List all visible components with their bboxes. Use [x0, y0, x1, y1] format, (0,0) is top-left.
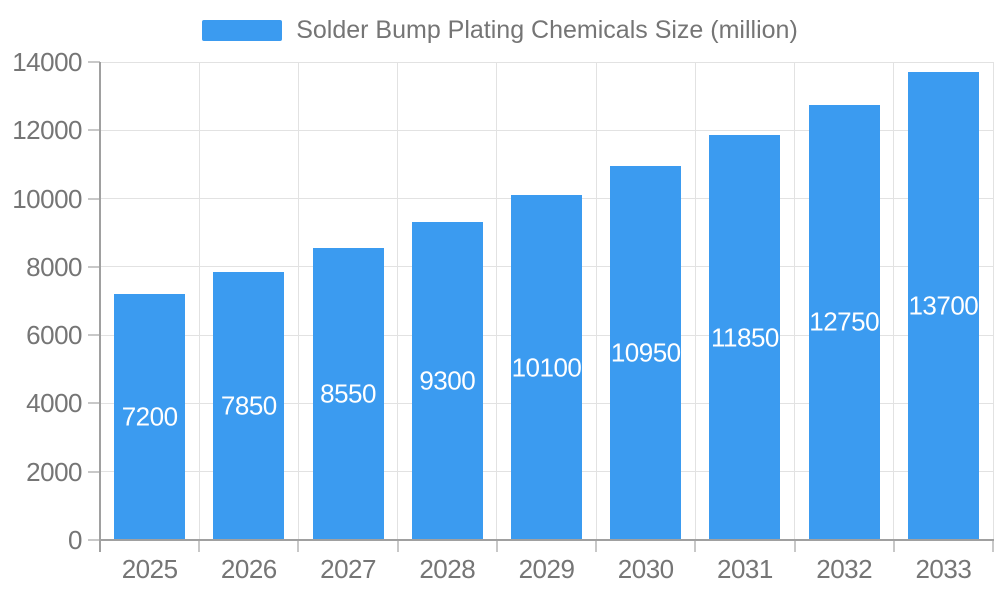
x-axis-tick-label: 2033 [915, 554, 972, 584]
bar-value-label: 10950 [610, 337, 681, 368]
x-axis-tick-label: 2025 [121, 554, 178, 584]
x-axis-tick [992, 540, 994, 552]
bar-value-label: 11850 [711, 322, 779, 353]
x-axis-tick-label: 2028 [419, 554, 476, 584]
y-axis-tick-label: 12000 [12, 115, 82, 146]
v-gridline [297, 62, 299, 540]
y-axis-tick [88, 61, 100, 63]
x-axis-tick-label: 2029 [518, 554, 575, 584]
v-gridline [198, 62, 200, 540]
y-axis-tick-label: 6000 [26, 320, 82, 351]
y-axis-tick-label: 2000 [26, 456, 82, 487]
x-axis-tick-label: 2026 [220, 554, 277, 584]
x-axis-tick-label: 2030 [617, 554, 674, 584]
x-axis-line [99, 539, 994, 541]
x-axis-tick [892, 540, 895, 552]
y-axis-tick-label: 8000 [26, 251, 82, 282]
x-axis-tick [297, 540, 300, 552]
y-axis-tick-label: 4000 [26, 388, 82, 419]
bar-value-label: 8550 [320, 378, 376, 409]
y-axis-tick [88, 402, 100, 405]
legend-label: Solder Bump Plating Chemicals Size (mill… [296, 16, 798, 44]
y-axis-tick-label: 14000 [12, 47, 82, 77]
v-gridline [992, 62, 994, 540]
v-gridline [893, 62, 895, 540]
bar-2025[interactable]: 7200 [114, 294, 186, 540]
bar-value-label: 12750 [809, 306, 880, 337]
y-axis-tick [88, 129, 100, 132]
h-gridline [100, 61, 993, 63]
x-axis-tick-label: 2031 [717, 554, 773, 584]
y-axis-tick [88, 265, 100, 268]
v-gridline [496, 62, 498, 540]
v-gridline [397, 62, 399, 540]
y-axis-tick [88, 197, 100, 200]
x-axis-tick [495, 540, 498, 552]
v-gridline [694, 62, 696, 540]
bar-value-label: 7850 [220, 390, 277, 421]
h-gridline [100, 129, 993, 131]
y-axis-tick [88, 334, 100, 337]
bar-2032[interactable]: 12750 [808, 104, 880, 540]
v-gridline [794, 62, 796, 540]
plot-area: 7200 7850 8550 9300 10100 10950 11850 12750 1370… [100, 61, 994, 540]
y-axis-tick [88, 470, 100, 473]
x-axis-tick [396, 540, 399, 552]
bar-value-label: 7200 [121, 401, 178, 432]
bar-value-label: 10100 [511, 352, 582, 383]
y-axis-tick-label: 0 [68, 525, 82, 555]
y-axis-tick-label: 10000 [12, 183, 82, 214]
bar-2028[interactable]: 9300 [411, 222, 483, 540]
x-axis-tick-label: 2027 [320, 554, 376, 584]
x-axis-tick [198, 540, 201, 552]
bar-value-label: 13700 [908, 290, 979, 321]
legend[interactable]: Solder Bump Plating Chemicals Size (mill… [0, 16, 1000, 45]
bar-2026[interactable]: 7850 [213, 271, 285, 540]
bar-2031[interactable]: 11850 [709, 135, 781, 540]
bar-value-label: 9300 [419, 365, 476, 396]
x-axis-tick-label: 2032 [816, 554, 873, 584]
legend-swatch-icon [202, 20, 283, 41]
x-axis-tick [793, 540, 796, 552]
y-axis-line [99, 62, 101, 552]
x-axis-tick [595, 540, 598, 552]
x-axis-tick [694, 540, 697, 552]
bar-2030[interactable]: 10950 [610, 166, 682, 540]
v-gridline [595, 62, 597, 540]
bar-2029[interactable]: 10100 [511, 195, 582, 540]
y-axis-tick [88, 539, 100, 541]
bar-2033[interactable]: 13700 [907, 72, 979, 540]
bar-2027[interactable]: 8550 [312, 248, 384, 540]
